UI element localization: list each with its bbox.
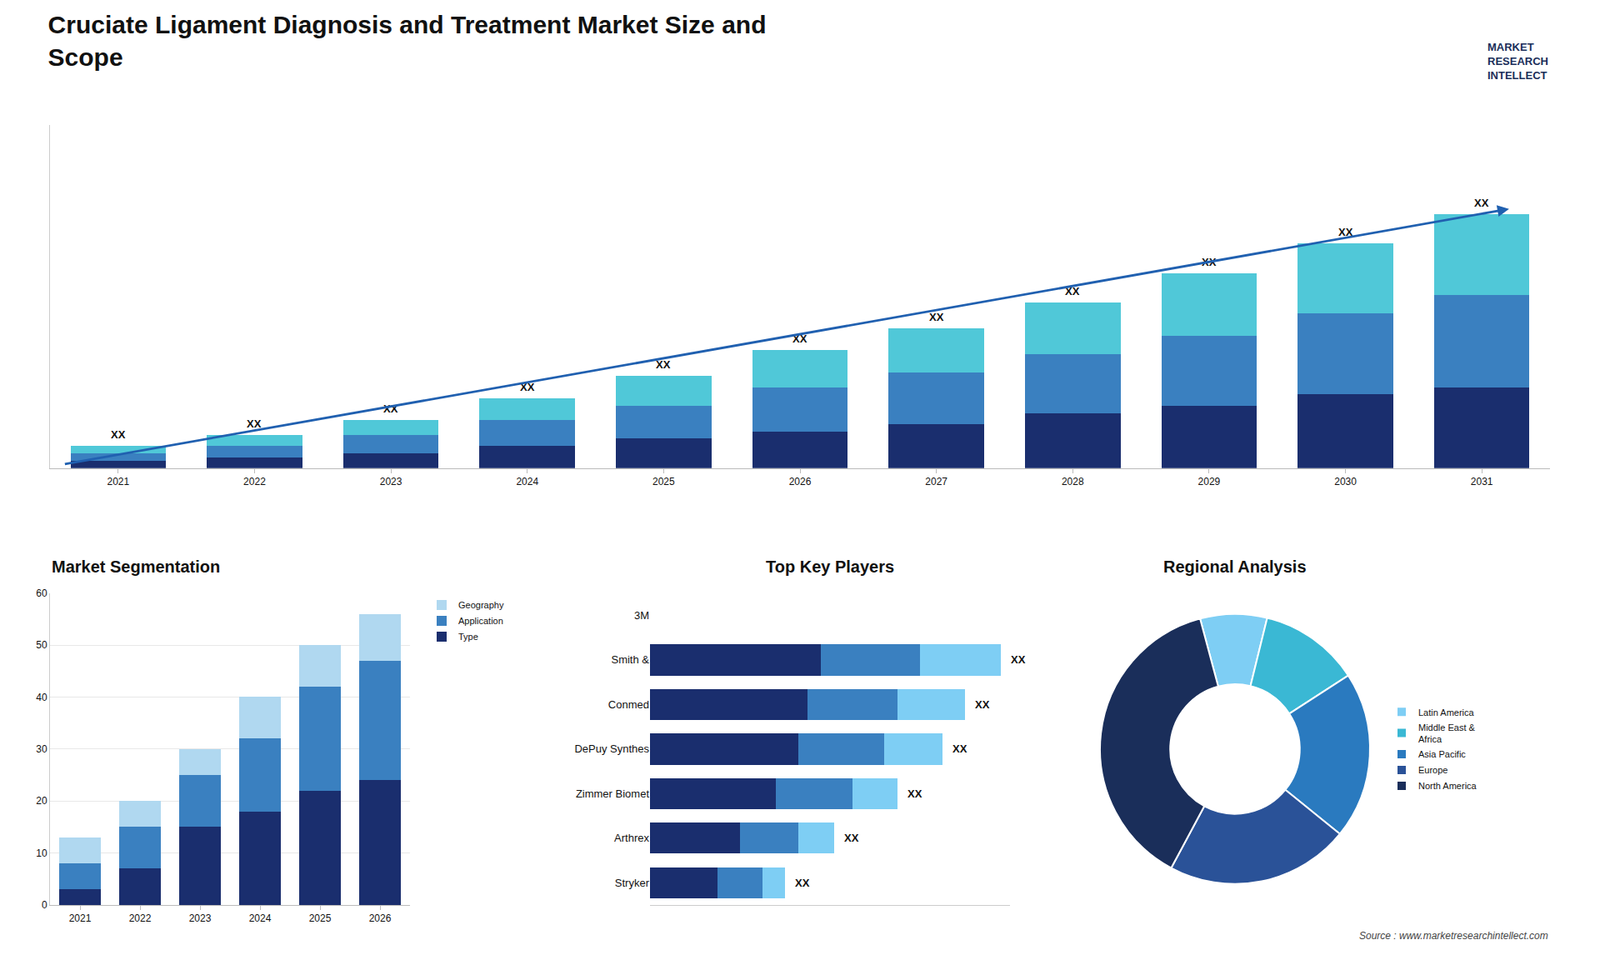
svg-text:50: 50 — [35, 639, 48, 651]
svg-text:Zimmer Biomet: Zimmer Biomet — [575, 787, 650, 800]
svg-text:Cruciate Ligament Diagnosis an: Cruciate Ligament Diagnosis and Treatmen… — [48, 10, 767, 71]
svg-text:2021: 2021 — [106, 475, 130, 488]
svg-text:60: 60 — [35, 587, 48, 600]
svg-text:2031: 2031 — [1470, 475, 1494, 488]
svg-text:XX: XX — [520, 380, 535, 394]
svg-text:Regional Analysis: Regional Analysis — [1163, 557, 1307, 576]
svg-text:2023: 2023 — [189, 912, 212, 925]
svg-text:Asia Pacific: Asia Pacific — [1418, 749, 1466, 760]
svg-text:2028: 2028 — [1061, 475, 1085, 488]
svg-text:XX: XX — [952, 742, 968, 755]
svg-text:XX: XX — [795, 876, 810, 890]
svg-text:Smith &: Smith & — [610, 653, 650, 666]
svg-text:0: 0 — [41, 899, 48, 911]
svg-text:2030: 2030 — [1334, 475, 1357, 488]
svg-text:2025: 2025 — [652, 475, 675, 488]
svg-text:Top Key Players: Top Key Players — [765, 557, 895, 576]
svg-text:2021: 2021 — [69, 912, 92, 925]
svg-text:20: 20 — [35, 795, 48, 807]
svg-text:2026: 2026 — [789, 475, 812, 488]
svg-text:Application: Application — [458, 615, 504, 626]
svg-text:Stryker: Stryker — [615, 876, 650, 890]
svg-text:Market Segmentation: Market Segmentation — [51, 557, 220, 576]
svg-text:2023: 2023 — [380, 475, 403, 488]
svg-text:Conmed: Conmed — [608, 698, 650, 711]
svg-text:Type: Type — [458, 631, 479, 642]
svg-text:XX: XX — [383, 402, 399, 415]
svg-text:2027: 2027 — [925, 475, 948, 488]
svg-text:40: 40 — [35, 691, 48, 704]
svg-text:XX: XX — [929, 310, 945, 324]
svg-text:Source : www.marketresearchint: Source : www.marketresearchintellect.com — [1359, 930, 1549, 942]
svg-text:2024: 2024 — [249, 912, 272, 925]
svg-text:XX: XX — [1010, 653, 1026, 666]
svg-text:2025: 2025 — [309, 912, 332, 925]
svg-text:30: 30 — [35, 743, 48, 755]
svg-text:Arthrex: Arthrex — [614, 831, 650, 845]
svg-text:DePuy Synthes: DePuy Synthes — [574, 742, 650, 755]
svg-text:XX: XX — [907, 787, 923, 800]
svg-text:Geography: Geography — [458, 600, 505, 610]
svg-text:2029: 2029 — [1198, 475, 1221, 488]
svg-text:2022: 2022 — [243, 475, 266, 488]
svg-text:XX: XX — [975, 698, 990, 711]
svg-text:Latin America: Latin America — [1418, 707, 1475, 718]
svg-text:10: 10 — [35, 847, 48, 860]
svg-text:XX: XX — [246, 417, 262, 430]
svg-text:3M: 3M — [634, 609, 650, 622]
svg-text:XX: XX — [792, 332, 808, 345]
svg-text:MARKETRESEARCHINTELLECT: MARKETRESEARCHINTELLECT — [1487, 40, 1549, 82]
svg-text:2026: 2026 — [369, 912, 392, 925]
svg-text:2024: 2024 — [515, 475, 539, 488]
svg-text:XX: XX — [1201, 255, 1217, 269]
svg-text:XX: XX — [655, 358, 671, 371]
svg-text:Middle East &Africa: Middle East &Africa — [1418, 722, 1476, 745]
svg-text:XX: XX — [1474, 196, 1490, 210]
svg-text:North America: North America — [1418, 780, 1478, 791]
svg-text:XX: XX — [110, 428, 126, 441]
svg-text:2022: 2022 — [129, 912, 152, 925]
svg-text:Europe: Europe — [1418, 765, 1448, 775]
svg-text:XX: XX — [844, 831, 860, 845]
svg-text:XX: XX — [1338, 225, 1354, 239]
svg-text:XX: XX — [1065, 285, 1080, 298]
